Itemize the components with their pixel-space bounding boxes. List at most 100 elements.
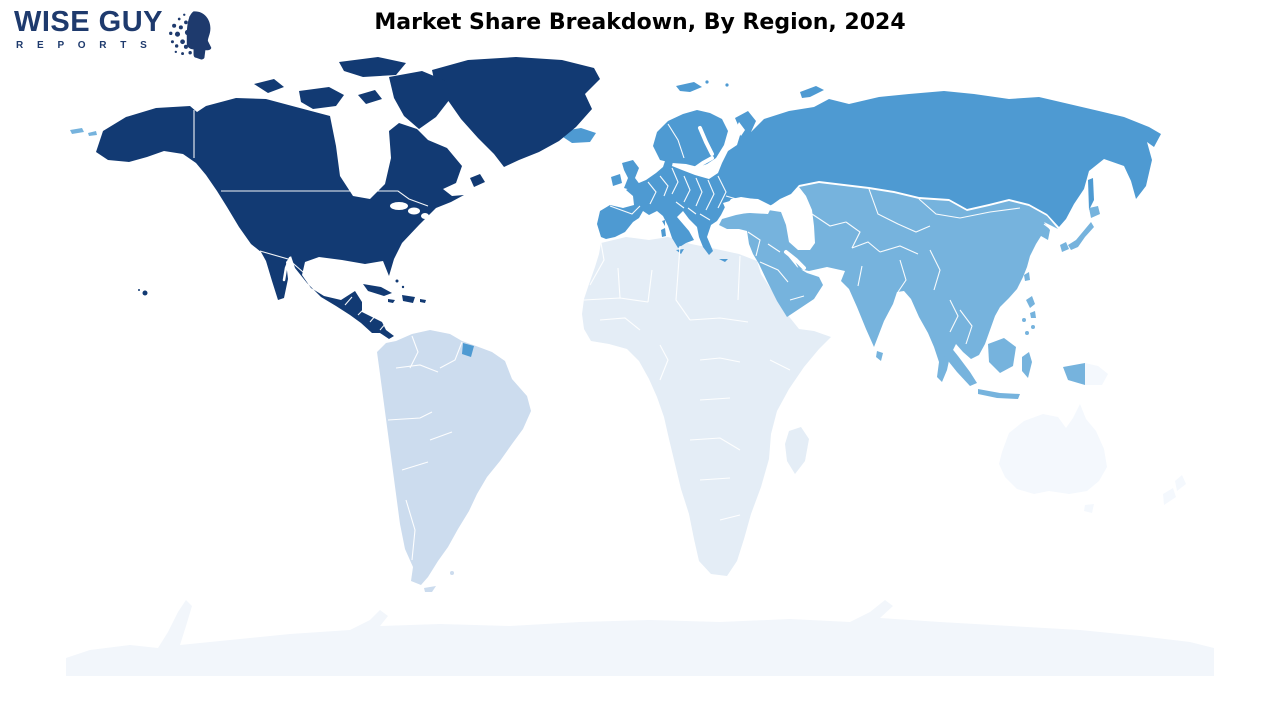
landmass-baffin-island [389,71,450,129]
region-south-america [377,330,531,592]
landmass-europe-russia-mainland [597,91,1161,255]
landmass-borneo [988,338,1016,373]
landmass-philippines-isle-3 [1025,331,1029,335]
baltic-sea [691,156,714,172]
border-asia-2 [851,198,1021,255]
landmass-newfoundland [470,174,485,187]
landmass-north-america-mainland [96,98,464,339]
landmass-west-new-guinea [1063,363,1085,385]
region-europe-russia [462,80,1161,357]
landmass-tierra-del-fuego [424,586,436,592]
landmass-svalbard [676,82,702,92]
border-central-america [344,296,387,331]
landmass-asia-mainland [719,183,1058,382]
landmass-new-zealand-south [1163,488,1176,505]
landmass-hawaii-2 [138,289,140,291]
landmass-philippines-luzon [1026,296,1035,308]
border-us-mexico [259,250,304,273]
border-africa-4 [699,359,791,521]
country-borders [193,110,1053,561]
landmass-novaya-zemlya [800,86,824,98]
landmass-aleutian-1 [70,128,84,134]
great-lake-1 [390,202,408,210]
region-antarctica [66,600,1214,676]
landmass-scandinavia [653,110,728,167]
landmass-banks-island [254,79,284,93]
border-africa-2 [599,245,749,331]
landmass-great-britain [622,160,641,191]
landmass-southampton-island [358,90,382,104]
border-africa-3 [659,344,741,451]
border-middle-east [747,231,805,301]
landmass-ireland [611,174,622,186]
landmass-arctic-isle-2 [725,83,729,87]
chart-title: Market Share Breakdown, By Region, 2024 [374,10,906,35]
landmass-cuba [363,284,392,296]
landmass-sakhalin [1088,178,1094,210]
logo-text: WISE GUY R E P O R T S [14,8,163,51]
caspian-sea [788,206,810,248]
white-sea [736,122,745,136]
landmass-taiwan [1024,272,1030,281]
border-europe-2 [671,167,703,207]
landmass-falkland [450,571,454,575]
landmass-victoria-island [299,87,344,109]
landmass-hokkaido [1089,206,1100,218]
region-africa [582,237,831,576]
black-sea [723,198,772,214]
landmass-honshu [1068,222,1094,250]
landmass-hainan [994,299,1000,305]
landmass-jamaica [388,299,395,303]
landmass-sardinia [661,228,666,237]
landmass-tasmania [1084,504,1094,513]
landmass-java [978,389,1020,399]
region-oceania [999,363,1186,513]
landmass-philippines-isle-1 [1022,318,1026,322]
inland-seas [390,122,810,248]
landmass-africa [582,237,831,576]
border-europe-3 [675,175,741,221]
landmass-bahamas-2 [401,285,405,289]
landmass-kyushu [1060,242,1069,252]
landmass-hawaii [142,290,148,296]
landmass-bahamas-1 [395,279,399,283]
logo-subtitle: R E P O R T S [16,40,153,51]
landmass-french-guiana [462,343,474,357]
landmass-corsica [662,220,665,226]
landmass-new-zealand-north [1175,475,1186,491]
landmass-philippines-isle-2 [1031,325,1035,329]
landmass-aleutian-2 [88,131,97,136]
gulf-of-california [282,256,292,282]
border-africa-1 [583,242,653,303]
landmass-east-new-guinea [1085,363,1108,385]
landmass-arctic-isle-1 [705,80,709,84]
border-us-canada [221,190,429,207]
landmass-sumatra [940,341,977,386]
persian-gulf [784,250,806,270]
border-scandinavia [667,123,685,159]
border-sa-1 [395,335,463,373]
landmass-madagascar [785,427,809,474]
landmass-ellesmere-island [339,57,406,77]
landmass-philippines-mid [1030,311,1036,318]
logo-wordmark: WISE GUY [14,6,164,38]
region-north-america [96,57,600,339]
logo-wise-guy-reports: WISE GUY R E P O R T S [14,8,217,62]
landmass-australia [999,404,1107,494]
border-asia-3 [857,249,973,345]
great-lake-3 [421,213,429,219]
great-lake-2 [408,207,420,215]
border-europe-1 [609,175,669,215]
border-korea [1043,223,1053,231]
border-asia-1 [811,188,931,249]
landmass-hispaniola [402,295,415,303]
region-asia-pacific-middle-east [70,128,1100,399]
landmass-iceland [563,128,596,143]
logo-head-icon [165,8,217,62]
gulf-of-bothnia [698,126,714,156]
landmass-puerto-rico [420,299,426,303]
landmass-sulawesi [1022,352,1032,378]
sea-slivers [282,126,806,282]
